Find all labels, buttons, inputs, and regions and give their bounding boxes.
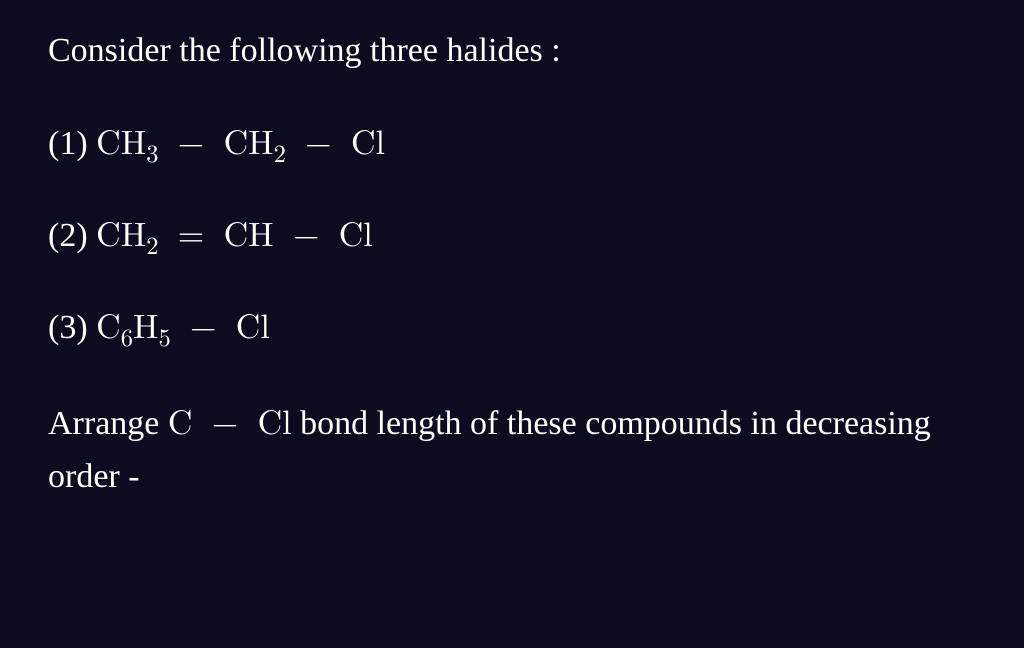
options-list: (1) CH3 − CH2 − Cl(2) CH2 = CH − Cl(3) C… — [48, 118, 976, 351]
option-2: (2) CH2 = CH − Cl — [48, 210, 976, 258]
question-intro: Consider the following three halides : — [48, 28, 976, 74]
chem-group: Cl — [339, 208, 373, 256]
option-1: (1) CH3 − CH2 − Cl — [48, 118, 976, 166]
operator: = — [158, 208, 223, 256]
option-formula: CH3 − CH2 − Cl — [96, 116, 385, 164]
intro-text: Consider the following three halides : — [48, 32, 561, 69]
outro-formula: C − Cl — [168, 396, 292, 444]
operator: − — [171, 300, 236, 348]
option-label: (1) — [48, 125, 96, 162]
question-outro: Arrange C − Cl bond length of these comp… — [48, 394, 976, 503]
question-page: Consider the following three halides : (… — [0, 0, 1024, 504]
outro-pre: Arrange — [48, 405, 168, 442]
chem-group: CH2 — [224, 116, 286, 164]
operator: − — [274, 208, 339, 256]
chem-group: H5 — [133, 300, 171, 348]
chem-group: C — [168, 396, 193, 444]
chem-group: CH2 — [96, 208, 158, 256]
chem-group: C6 — [96, 300, 133, 348]
operator: − — [158, 116, 223, 164]
option-label: (2) — [48, 217, 96, 254]
chem-group: CH3 — [96, 116, 158, 164]
option-formula: CH2 = CH − Cl — [96, 208, 373, 256]
option-formula: C6H5 − Cl — [96, 300, 270, 348]
operator: − — [192, 396, 257, 444]
operator: − — [286, 116, 351, 164]
subscript: 2 — [146, 227, 158, 262]
option-label: (3) — [48, 309, 96, 346]
chem-group: Cl — [236, 300, 270, 348]
chem-group: CH — [224, 208, 274, 256]
chem-group: Cl — [258, 396, 292, 444]
subscript: 2 — [274, 135, 286, 170]
subscript: 3 — [146, 135, 158, 170]
subscript: 6 — [121, 319, 133, 354]
option-3: (3) C6H5 − Cl — [48, 302, 976, 350]
chem-group: Cl — [351, 116, 385, 164]
subscript: 5 — [158, 319, 170, 354]
